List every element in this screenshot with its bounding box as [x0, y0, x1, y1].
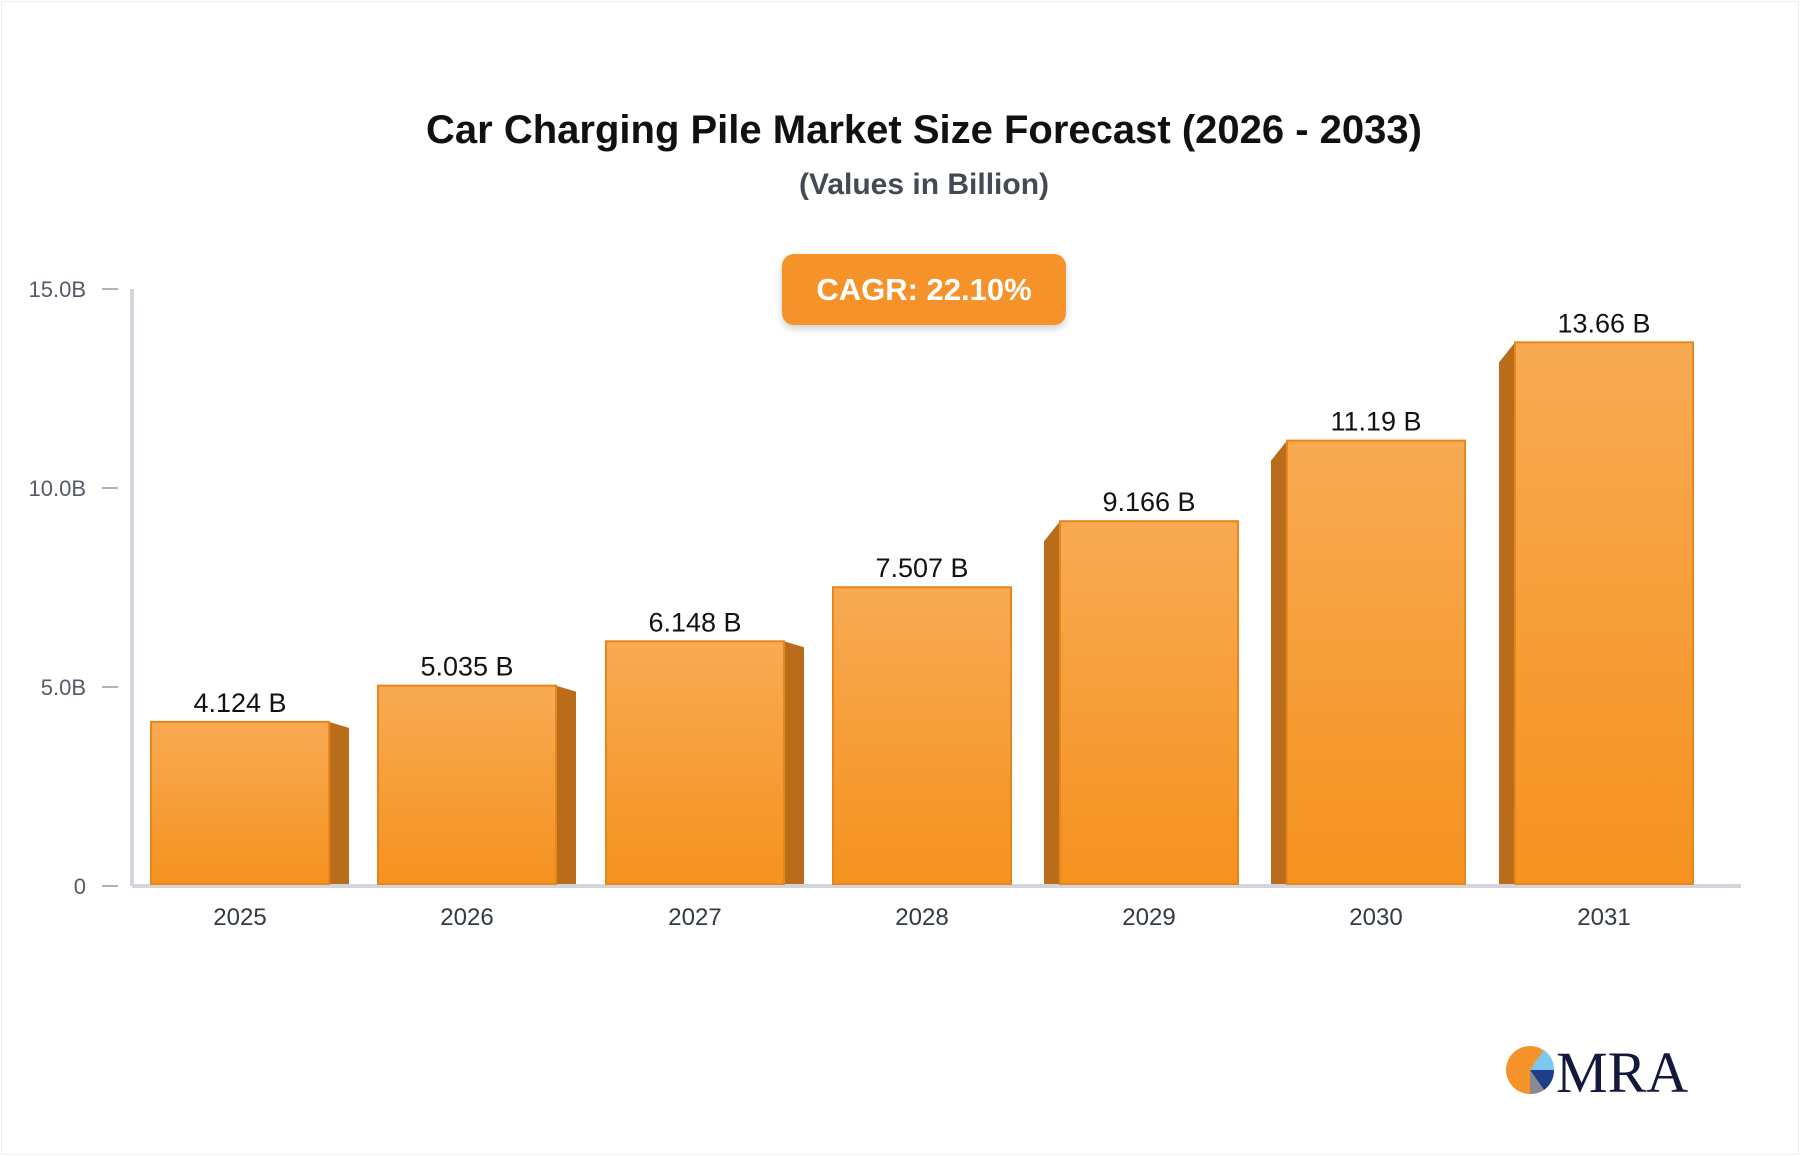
- bar: [1286, 439, 1466, 885]
- bar: [605, 640, 785, 885]
- y-tick-label: 15.0B: [29, 277, 87, 302]
- y-tick-label: 0: [74, 874, 86, 899]
- data-label: 13.66 B: [1557, 308, 1650, 338]
- data-label: 4.124 B: [193, 688, 286, 718]
- cagr-badge: CAGR: 22.10%: [782, 254, 1066, 325]
- data-label: 5.035 B: [420, 652, 513, 682]
- bar-side: [329, 721, 349, 884]
- bar: [150, 720, 330, 885]
- data-label: 6.148 B: [648, 607, 741, 637]
- bar: [377, 684, 557, 885]
- x-tick-label: 2026: [440, 904, 493, 931]
- bar: [1514, 341, 1694, 886]
- y-tick-label: 5.0B: [41, 675, 86, 700]
- bar: [1059, 520, 1239, 885]
- data-label: 7.507 B: [875, 553, 968, 583]
- x-tick-label: 2028: [895, 904, 948, 931]
- bar: [832, 586, 1012, 885]
- x-tick-label: 2030: [1349, 904, 1402, 931]
- x-tick-label: 2029: [1122, 904, 1175, 931]
- bar-side: [1271, 440, 1287, 884]
- bar-side: [1044, 521, 1060, 884]
- x-tick-label: 2025: [213, 904, 266, 931]
- chart-subtitle: (Values in Billion): [798, 168, 1050, 201]
- mra-logo: MRA: [1506, 1040, 1688, 1100]
- logo-text: MRA: [1556, 1040, 1688, 1100]
- y-tick-label: 10.0B: [29, 476, 87, 501]
- data-label: 11.19 B: [1330, 407, 1421, 437]
- data-label: 9.166 B: [1102, 487, 1195, 517]
- bar-side: [556, 685, 576, 884]
- bar-side: [784, 641, 804, 884]
- x-tick-label: 2031: [1577, 904, 1630, 931]
- chart-title: Car Charging Pile Market Size Forecast (…: [426, 108, 1422, 152]
- x-tick-label: 2027: [668, 904, 721, 931]
- bar-side: [1499, 342, 1515, 884]
